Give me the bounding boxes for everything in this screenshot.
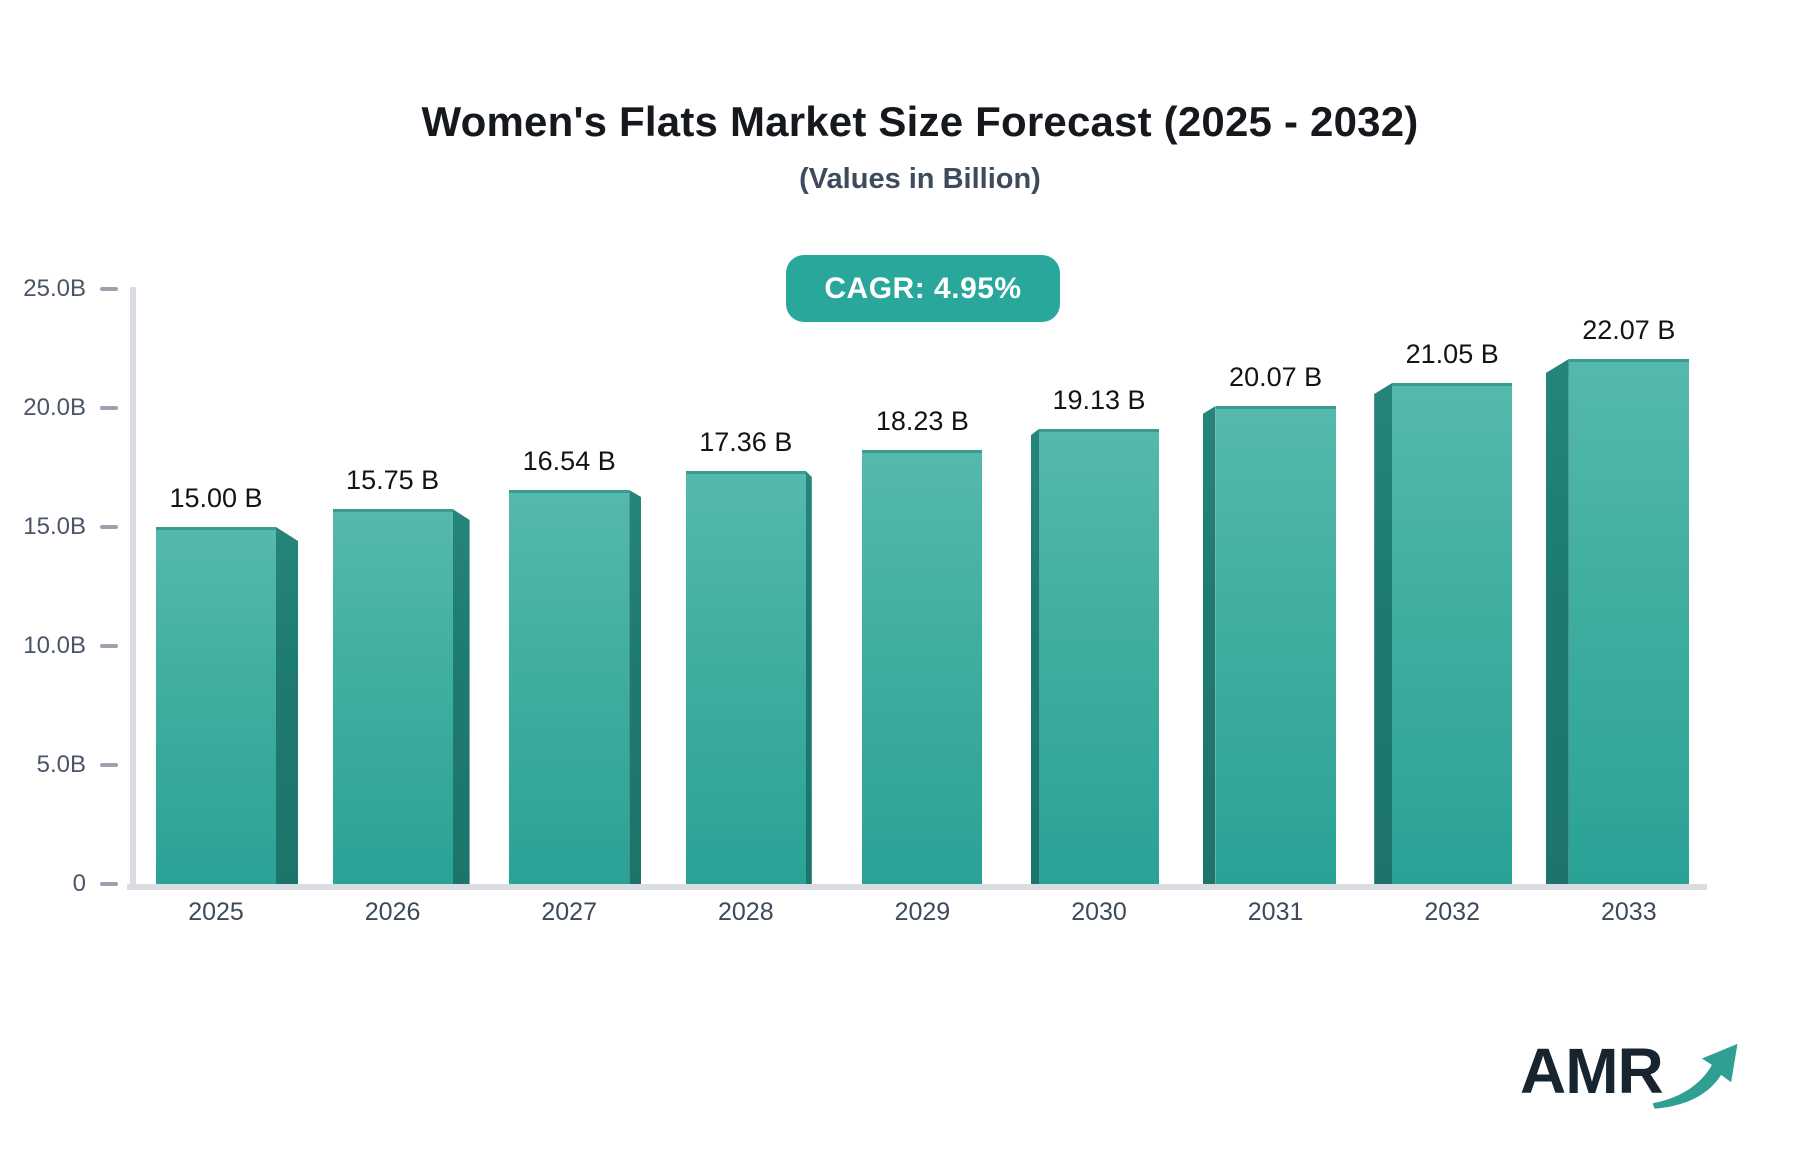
y-axis-label: 15.0B [23,513,86,540]
x-axis-label: 2026 [364,898,421,926]
x-axis-label: 2028 [717,898,774,926]
bar-front-2032 [1392,383,1513,884]
x-axis-label: 2030 [1071,898,1127,926]
amr-logo: AMR [1520,1026,1740,1116]
bar-front-2030 [1039,429,1159,884]
bar-value-label: 21.05 B [1405,339,1499,369]
amr-logo-text: AMR [1520,1035,1664,1107]
cagr-badge-label: CAGR: 4.95% [824,271,1022,305]
x-axis-label: 2031 [1247,898,1304,926]
bar-value-label: 19.13 B [1052,385,1146,415]
bar-value-label: 15.00 B [169,483,263,513]
chart-subtitle: (Values in Billion) [799,163,1041,195]
x-axis-label: 2027 [541,898,597,926]
bar-front-2029 [862,450,983,884]
y-axis-label: 0 [72,870,86,897]
y-axis-line [130,287,136,890]
bar-side [276,527,298,884]
bar-side [805,471,812,884]
bar-front-2031 [1215,406,1336,884]
y-axis-label: 5.0B [36,751,86,778]
bar-side [1031,429,1039,884]
y-axis-tick [100,882,118,886]
y-axis-tick [100,525,118,529]
bar-value-label: 16.54 B [522,446,616,476]
bar-front-2028 [685,471,806,884]
bar-value-label: 15.75 B [346,465,440,495]
x-axis-label: 2033 [1600,898,1657,926]
chart-title: Women's Flats Market Size Forecast (2025… [421,98,1419,145]
x-axis-label: 2029 [894,898,951,926]
bar-value-label: 20.07 B [1229,362,1323,392]
bar-side [629,490,642,884]
bar-front-2025 [156,527,276,884]
y-axis-label: 25.0B [23,275,86,302]
bar-value-label: 22.07 B [1582,315,1676,345]
bar-value-label: 17.36 B [699,427,793,457]
bar-front-2027 [509,490,630,884]
y-axis-label: 10.0B [23,632,86,659]
x-axis-label: 2032 [1424,898,1480,926]
bar-front-2033 [1568,359,1689,884]
y-axis-tick [100,406,118,410]
y-axis-label: 20.0B [23,394,86,421]
bar-side [1202,406,1216,884]
y-axis-tick [100,763,118,767]
bar-value-label: 18.23 B [875,406,969,436]
bar-side [1374,383,1393,884]
y-axis-tick [100,644,118,648]
x-axis-label: 2025 [188,898,244,926]
bar-front-2026 [332,509,453,884]
x-axis-baseline [127,884,1707,890]
y-axis-tick [100,287,118,291]
cagr-badge: CAGR: 4.95% [786,255,1060,322]
bar-side [452,509,470,884]
bar-side [1545,359,1569,884]
trending-up-arrow-icon [1652,1043,1738,1109]
